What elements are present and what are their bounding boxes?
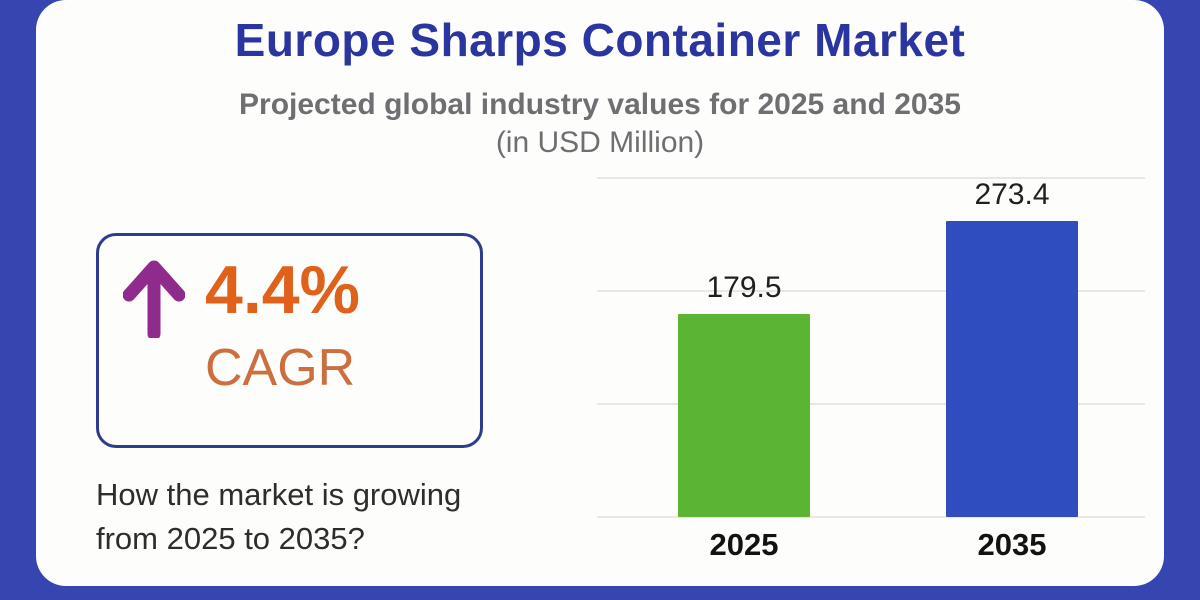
page-subtitle: Projected global industry values for 202…	[239, 88, 961, 121]
gridline	[597, 403, 1145, 405]
gridline	[597, 177, 1145, 179]
growth-question-line2: from 2025 to 2035?	[96, 521, 365, 556]
gridline	[597, 516, 1145, 518]
unit-note: (in USD Million)	[495, 126, 705, 159]
bar-group-2025: 179.5 2025	[678, 178, 810, 562]
growth-question: How the market is growing from 2025 to 2…	[96, 473, 536, 561]
axis-label-2035: 2035	[977, 527, 1047, 562]
bar-2025	[678, 314, 810, 517]
cagr-card: 4.4% CAGR	[96, 233, 483, 448]
page-title: Europe Sharps Container Market	[234, 14, 966, 66]
growth-question-line1: How the market is growing	[96, 477, 462, 512]
axis-label-2025: 2025	[709, 527, 779, 562]
bar-group-2035: 273.4 2035	[946, 178, 1078, 562]
cagr-label: CAGR	[205, 339, 356, 397]
bar-2035	[946, 221, 1078, 517]
bar-value-label: 179.5	[706, 271, 782, 305]
gridline	[597, 290, 1145, 292]
bar-chart-plot: 179.5 2025 273.4 2035	[597, 177, 1145, 562]
arrow-up-icon	[123, 260, 185, 338]
cagr-value: 4.4%	[205, 252, 360, 328]
bar-value-label: 273.4	[974, 178, 1050, 211]
